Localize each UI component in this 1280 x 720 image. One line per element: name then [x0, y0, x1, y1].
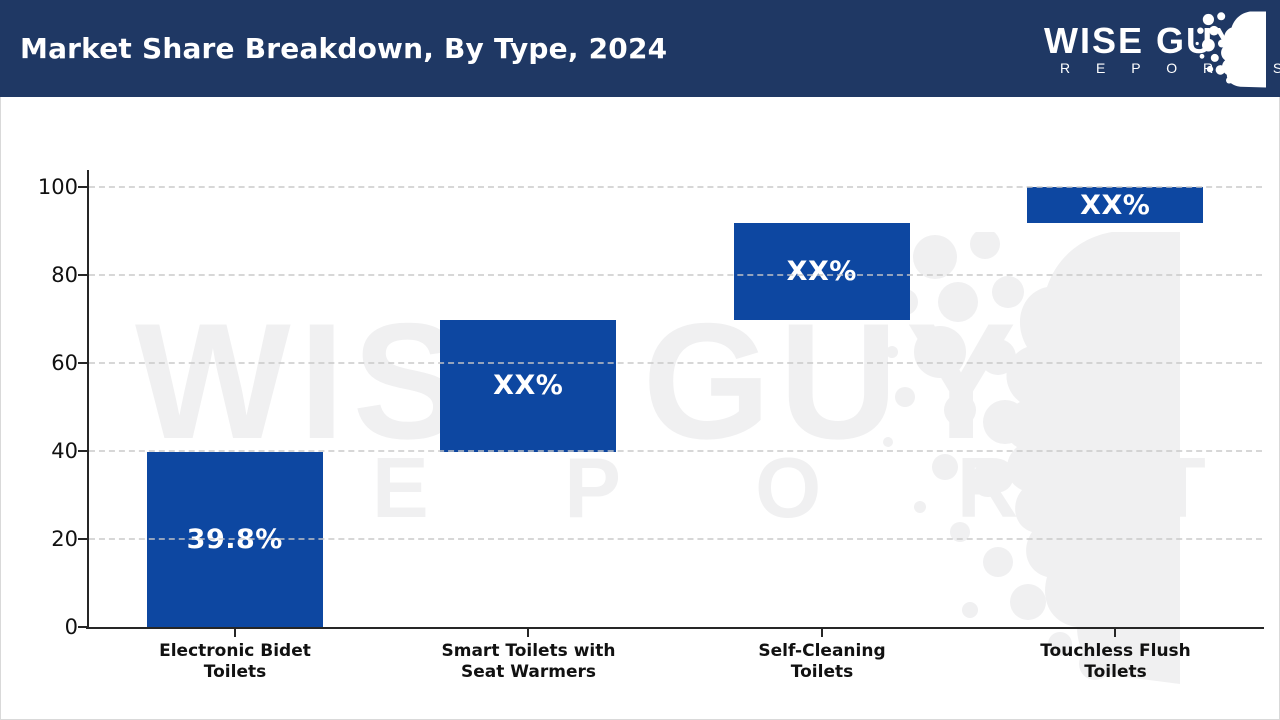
- x-category-label: Self-Cleaning Toilets: [675, 641, 969, 683]
- watermark-dotted-face-icon: [880, 229, 1180, 688]
- y-tick-label: 80: [51, 263, 78, 287]
- x-tick-mark: [1114, 629, 1117, 637]
- y-tick-mark: [78, 362, 87, 364]
- x-category-label: Touchless Flush Toilets: [969, 641, 1263, 683]
- y-axis-line: [87, 170, 89, 629]
- wiseguy-logo: WISE GUY R E P O R T S: [1016, 0, 1280, 97]
- y-tick-label: 60: [51, 351, 78, 375]
- x-tick-mark: [527, 629, 530, 637]
- gridline: [89, 274, 1262, 276]
- gridline: [89, 186, 1262, 188]
- x-category-label: Electronic Bidet Toilets: [88, 641, 382, 683]
- gridline: [89, 450, 1262, 452]
- page-title: Market Share Breakdown, By Type, 2024: [20, 32, 668, 65]
- bar-segment: XX%: [733, 223, 910, 320]
- y-tick-label: 40: [51, 439, 78, 463]
- x-axis-line: [86, 627, 1264, 629]
- x-category-label-line: Toilets: [1084, 662, 1147, 682]
- y-tick-label: 0: [64, 615, 78, 639]
- y-tick-mark: [78, 626, 87, 628]
- x-category-label-line: Toilets: [790, 662, 854, 682]
- x-category-label-line: Seat Warmers: [460, 662, 597, 682]
- y-tick-label: 20: [51, 527, 78, 551]
- y-tick-mark: [78, 186, 87, 188]
- y-tick-mark: [78, 450, 87, 452]
- gridline: [89, 538, 1262, 540]
- x-category-label-line: Smart Toilets with: [441, 641, 616, 661]
- logo-dotted-face-icon: [1194, 7, 1266, 96]
- x-tick-mark: [820, 629, 823, 637]
- bar-segment: XX%: [440, 319, 617, 452]
- header-band: Market Share Breakdown, By Type, 2024 WI…: [0, 0, 1280, 97]
- y-tick-mark: [78, 274, 87, 276]
- bar-value-label: XX%: [493, 370, 564, 402]
- y-tick-mark: [78, 538, 87, 540]
- x-category-label-line: Touchless Flush: [1040, 641, 1191, 661]
- bar-segment: XX%: [1027, 187, 1204, 224]
- x-category-label: Smart Toilets with Seat Warmers: [382, 641, 676, 683]
- x-category-label-line: Electronic Bidet: [159, 641, 311, 661]
- x-category-label-line: Toilets: [203, 662, 267, 682]
- bar-value-label: XX%: [786, 255, 857, 287]
- bar-value-label: XX%: [1080, 189, 1151, 221]
- x-category-label-line: Self-Cleaning: [758, 641, 886, 661]
- x-tick-mark: [233, 629, 236, 637]
- gridline: [89, 362, 1262, 364]
- y-tick-label: 100: [37, 175, 78, 199]
